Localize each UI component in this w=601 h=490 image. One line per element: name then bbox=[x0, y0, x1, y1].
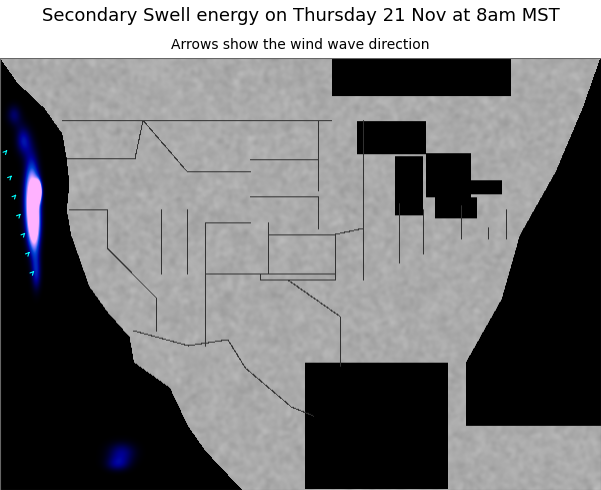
Text: Secondary Swell energy on Thursday 21 Nov at 8am MST: Secondary Swell energy on Thursday 21 No… bbox=[41, 7, 560, 25]
Text: Arrows show the wind wave direction: Arrows show the wind wave direction bbox=[171, 38, 430, 52]
